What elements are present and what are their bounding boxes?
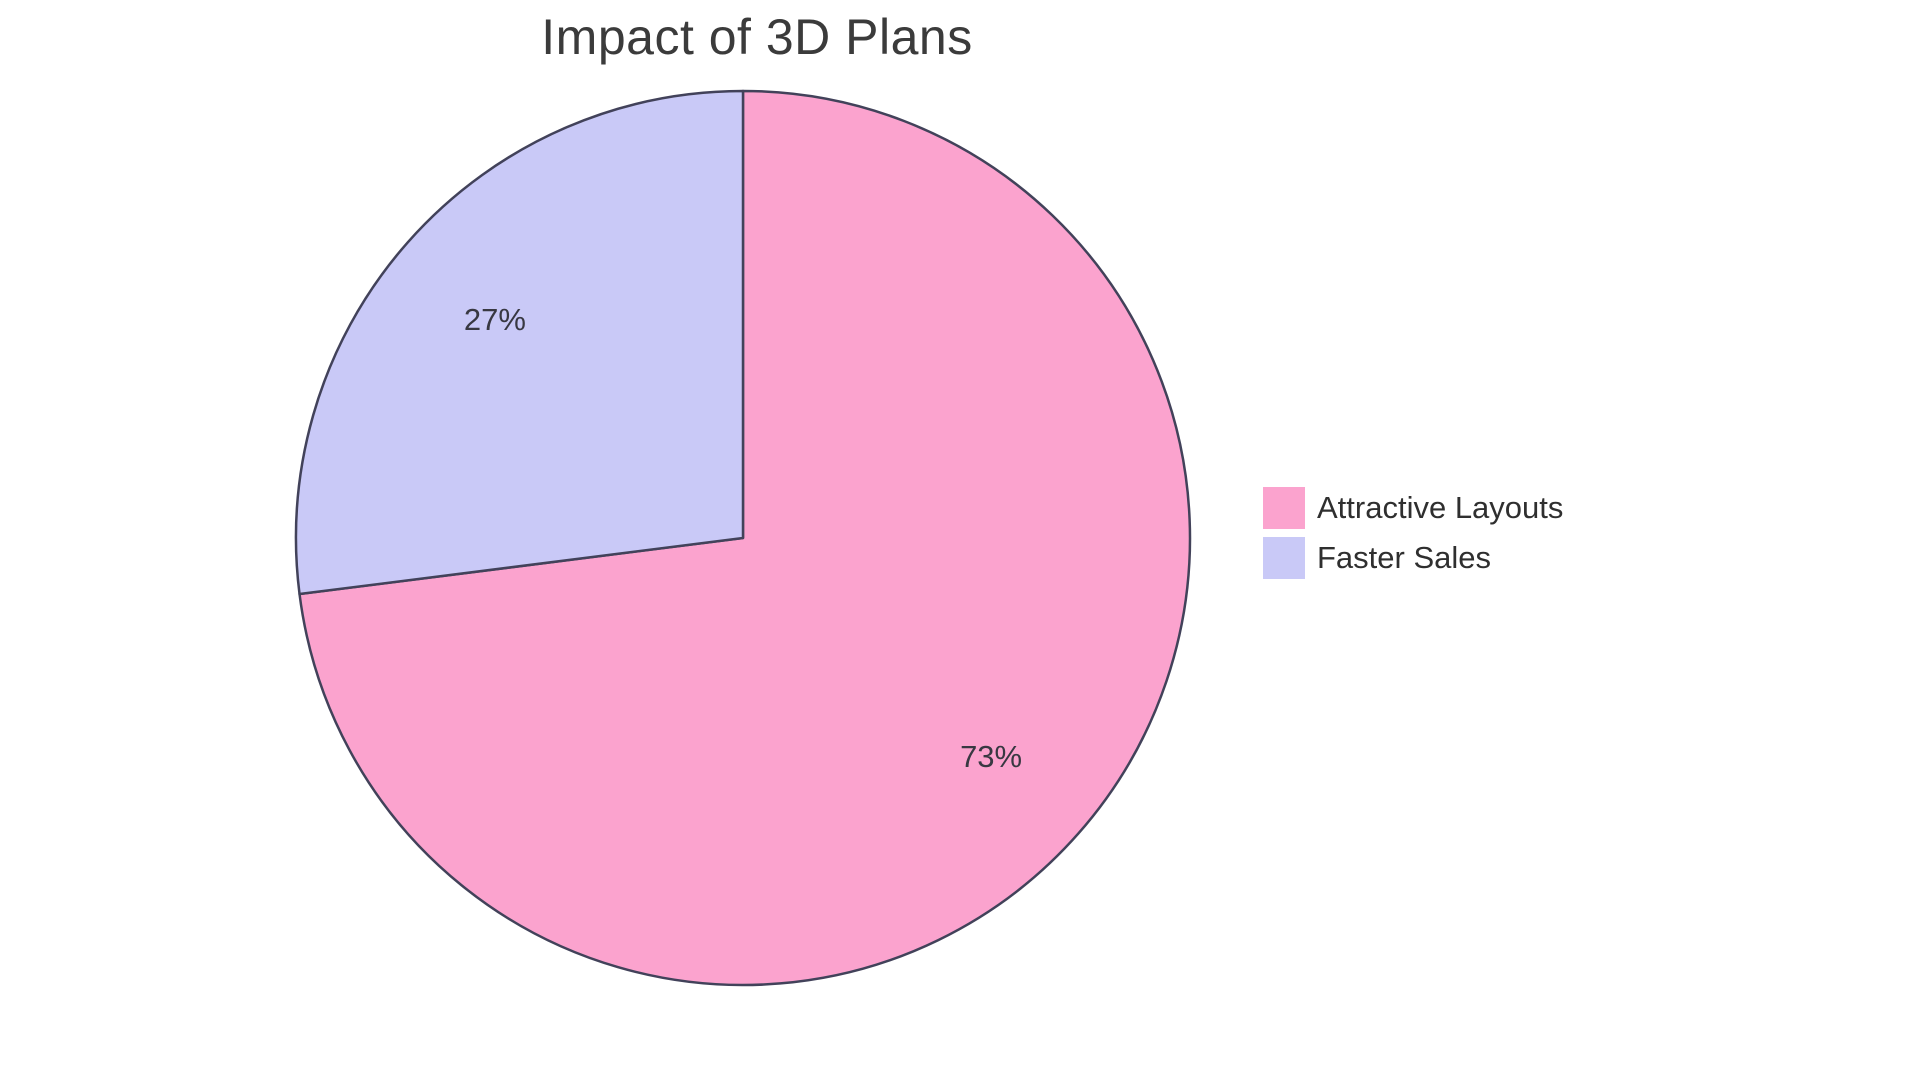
legend-label-faster-sales: Faster Sales bbox=[1317, 540, 1492, 575]
legend-item-faster-sales[interactable]: Faster Sales bbox=[1263, 537, 1563, 579]
legend: Attractive Layouts Faster Sales bbox=[1263, 487, 1563, 579]
legend-swatch-faster-sales bbox=[1263, 537, 1305, 579]
slice-percent-label-faster-sales: 27% bbox=[464, 302, 526, 337]
pie-slice-attractive-layouts[interactable] bbox=[298, 89, 1192, 987]
legend-label-attractive-layouts: Attractive Layouts bbox=[1317, 490, 1564, 525]
chart-title: Impact of 3D Plans bbox=[541, 9, 973, 65]
slice-percent-label-attractive-layouts: 73% bbox=[960, 739, 1022, 774]
legend-swatch-attractive-layouts bbox=[1263, 487, 1305, 529]
legend-item-attractive-layouts[interactable]: Attractive Layouts bbox=[1263, 487, 1563, 529]
pie-slice-faster-sales[interactable] bbox=[294, 89, 745, 596]
